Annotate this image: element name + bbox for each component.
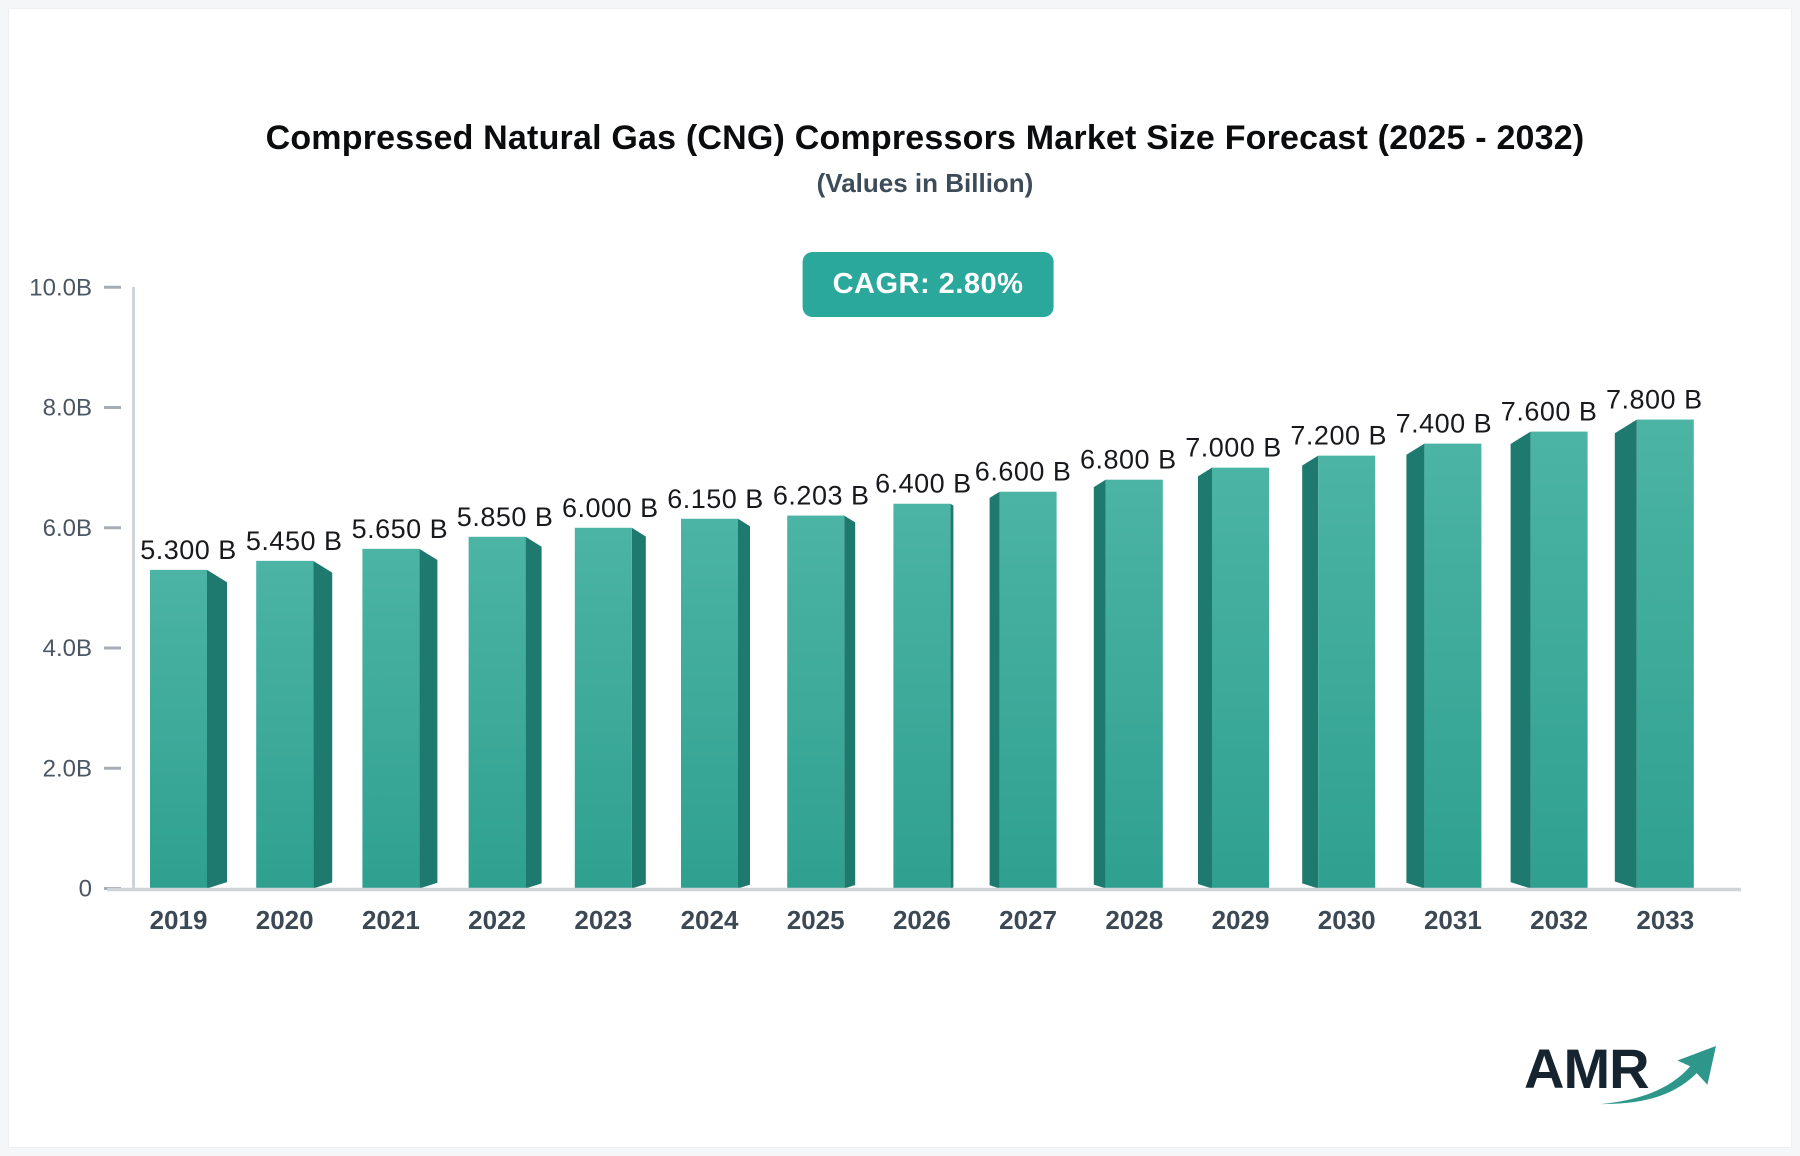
bar-2025[interactable]: 6.203 B 2025 <box>773 481 870 935</box>
x-axis-label: 2024 <box>681 905 739 935</box>
x-axis-label: 2026 <box>893 905 951 935</box>
bar-side-face <box>631 527 646 889</box>
x-axis-label: 2027 <box>999 905 1057 935</box>
logo-text: AMR <box>1524 1037 1650 1100</box>
bar-front-face <box>787 515 845 889</box>
bar-side-face <box>525 536 542 889</box>
x-axis-label: 2029 <box>1212 905 1270 935</box>
amr-logo: AMR <box>1524 1036 1744 1116</box>
x-axis-label: 2021 <box>362 905 420 935</box>
bar-front-face <box>1105 479 1163 889</box>
bar-value-label: 6.203 B <box>773 481 870 511</box>
bar-value-label: 6.600 B <box>975 457 1072 487</box>
bar-front-face <box>1424 443 1482 889</box>
bar-side-face <box>207 569 227 889</box>
bar-value-label: 6.000 B <box>562 493 659 523</box>
bar-2030[interactable]: 7.200 B 2030 <box>1290 421 1387 935</box>
x-axis-label: 2022 <box>468 905 526 935</box>
x-axis-label: 2025 <box>787 905 845 935</box>
bar-2031[interactable]: 7.400 B 2031 <box>1396 409 1493 935</box>
bar-2024[interactable]: 6.150 B 2024 <box>667 484 764 935</box>
bar-front-face <box>1530 431 1588 889</box>
bar-2019[interactable]: 5.300 B 2019 <box>140 535 237 935</box>
x-axis-label: 2019 <box>150 905 208 935</box>
y-tick-label: 2.0B <box>43 755 92 782</box>
arrow-swoosh <box>1600 1045 1716 1105</box>
bar-2032[interactable]: 7.600 B 2032 <box>1501 397 1598 935</box>
x-axis-label: 2033 <box>1636 905 1694 935</box>
bar-value-label: 5.650 B <box>352 514 449 544</box>
chart-title: Compressed Natural Gas (CNG) Compressors… <box>265 118 1585 157</box>
bar-2021[interactable]: 5.650 B 2021 <box>352 514 449 935</box>
bar-front-face <box>150 569 207 889</box>
cagr-badge: CAGR: 2.80% <box>802 252 1054 317</box>
bar-value-label: 7.400 B <box>1396 409 1493 439</box>
bar-value-label: 6.150 B <box>667 484 764 514</box>
bar-side-face <box>844 515 856 889</box>
bar-2029[interactable]: 7.000 B 2029 <box>1185 433 1282 935</box>
bar-value-label: 6.400 B <box>875 469 972 499</box>
bar-side-face <box>1614 419 1637 889</box>
bar-value-label: 7.200 B <box>1290 421 1387 451</box>
y-tick-label: 6.0B <box>43 515 92 542</box>
bar-2026[interactable]: 6.400 B 2026 <box>875 469 972 935</box>
y-tick-label: 8.0B <box>43 395 92 422</box>
x-axis-label: 2023 <box>574 905 632 935</box>
y-tick-label: 0 <box>79 876 92 903</box>
bar-front-face <box>893 503 951 889</box>
bar-side-face <box>1406 443 1425 889</box>
x-axis-label: 2020 <box>256 905 314 935</box>
bar-value-label: 7.600 B <box>1501 397 1598 427</box>
bar-2023[interactable]: 6.000 B 2023 <box>562 493 659 935</box>
bar-front-face <box>362 548 420 889</box>
bar-front-face <box>574 527 632 889</box>
bar-front-face <box>468 536 526 889</box>
bar-2020[interactable]: 5.450 B 2020 <box>246 526 343 935</box>
y-tick-label: 4.0B <box>43 635 92 662</box>
bar-value-label: 7.000 B <box>1185 433 1282 463</box>
bar-side-face <box>950 503 954 889</box>
bar-front-face <box>256 560 314 889</box>
bar-side-face <box>1093 479 1106 889</box>
bar-front-face <box>999 491 1057 889</box>
bar-side-face <box>1510 431 1531 889</box>
bar-value-label: 6.800 B <box>1080 445 1177 475</box>
bar-value-label: 5.300 B <box>140 535 237 565</box>
bar-2033[interactable]: 7.800 B 2033 <box>1606 385 1703 935</box>
chart-subtitle: (Values in Billion) <box>816 168 1034 198</box>
bar-side-face <box>419 548 438 889</box>
logo-arrow-icon <box>1600 1045 1716 1105</box>
x-axis-label: 2030 <box>1318 905 1376 935</box>
bar-side-face <box>989 491 1000 889</box>
bar-side-face <box>1198 467 1212 889</box>
bar-side-face <box>313 560 333 889</box>
bar-front-face <box>681 518 738 889</box>
bar-front-face <box>1212 467 1269 889</box>
bar-front-face <box>1636 419 1694 889</box>
bar-value-label: 5.450 B <box>246 526 343 556</box>
bar-side-face <box>1302 455 1319 889</box>
bar-side-face <box>738 518 750 889</box>
x-axis-label: 2032 <box>1530 905 1588 935</box>
bar-value-label: 5.850 B <box>457 502 554 532</box>
bar-2022[interactable]: 5.850 B 2022 <box>457 502 554 935</box>
bar-value-label: 7.800 B <box>1606 385 1703 415</box>
y-tick-label: 10.0B <box>29 274 92 301</box>
bar-front-face <box>1318 455 1376 889</box>
x-axis-label: 2031 <box>1424 905 1482 935</box>
bar-2028[interactable]: 6.800 B 2028 <box>1080 445 1177 935</box>
bar-2027[interactable]: 6.600 B 2027 <box>975 457 1072 935</box>
x-axis-label: 2028 <box>1105 905 1163 935</box>
